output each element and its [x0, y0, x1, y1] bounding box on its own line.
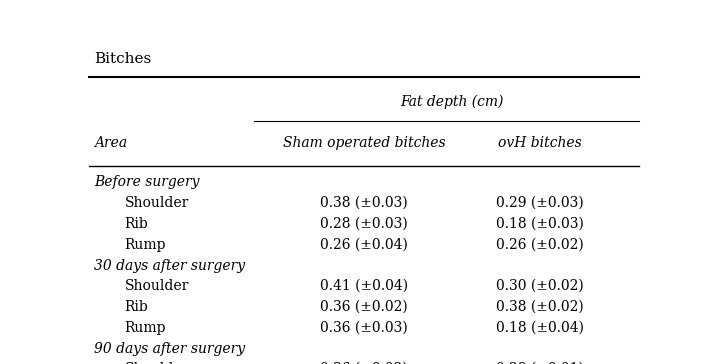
- Text: 0.26 (±0.02): 0.26 (±0.02): [496, 238, 584, 252]
- Text: 0.26 (±0.04): 0.26 (±0.04): [320, 238, 408, 252]
- Text: 0.38 (±0.02): 0.38 (±0.02): [496, 300, 584, 314]
- Text: 30 days after surgery: 30 days after surgery: [94, 259, 246, 273]
- Text: Rump: Rump: [124, 238, 166, 252]
- Text: Rib: Rib: [124, 217, 148, 231]
- Text: ovH bitches: ovH bitches: [498, 136, 581, 150]
- Text: 0.29 (±0.01): 0.29 (±0.01): [496, 362, 584, 364]
- Text: 0.36 (±0.03): 0.36 (±0.03): [320, 321, 408, 335]
- Text: 0.18 (±0.03): 0.18 (±0.03): [496, 217, 584, 231]
- Text: Area: Area: [94, 136, 127, 150]
- Text: 0.36 (±0.02): 0.36 (±0.02): [320, 362, 408, 364]
- Text: 0.38 (±0.03): 0.38 (±0.03): [320, 195, 408, 210]
- Text: 0.30 (±0.02): 0.30 (±0.02): [496, 279, 584, 293]
- Text: Fat depth (cm): Fat depth (cm): [400, 94, 503, 108]
- Text: Bitches: Bitches: [94, 52, 151, 66]
- Text: 0.18 (±0.04): 0.18 (±0.04): [496, 321, 584, 335]
- Text: Sham operated bitches: Sham operated bitches: [283, 136, 445, 150]
- Text: 0.36 (±0.02): 0.36 (±0.02): [320, 300, 408, 314]
- Text: 0.28 (±0.03): 0.28 (±0.03): [320, 217, 408, 231]
- Text: Rib: Rib: [124, 300, 148, 314]
- Text: Before surgery: Before surgery: [94, 175, 200, 189]
- Text: 0.41 (±0.04): 0.41 (±0.04): [320, 279, 408, 293]
- Text: Rump: Rump: [124, 321, 166, 335]
- Text: Shoulder: Shoulder: [124, 362, 189, 364]
- Text: 90 days after surgery: 90 days after surgery: [94, 342, 246, 356]
- Text: 0.29 (±0.03): 0.29 (±0.03): [496, 195, 584, 210]
- Text: Shoulder: Shoulder: [124, 279, 189, 293]
- Text: Shoulder: Shoulder: [124, 195, 189, 210]
